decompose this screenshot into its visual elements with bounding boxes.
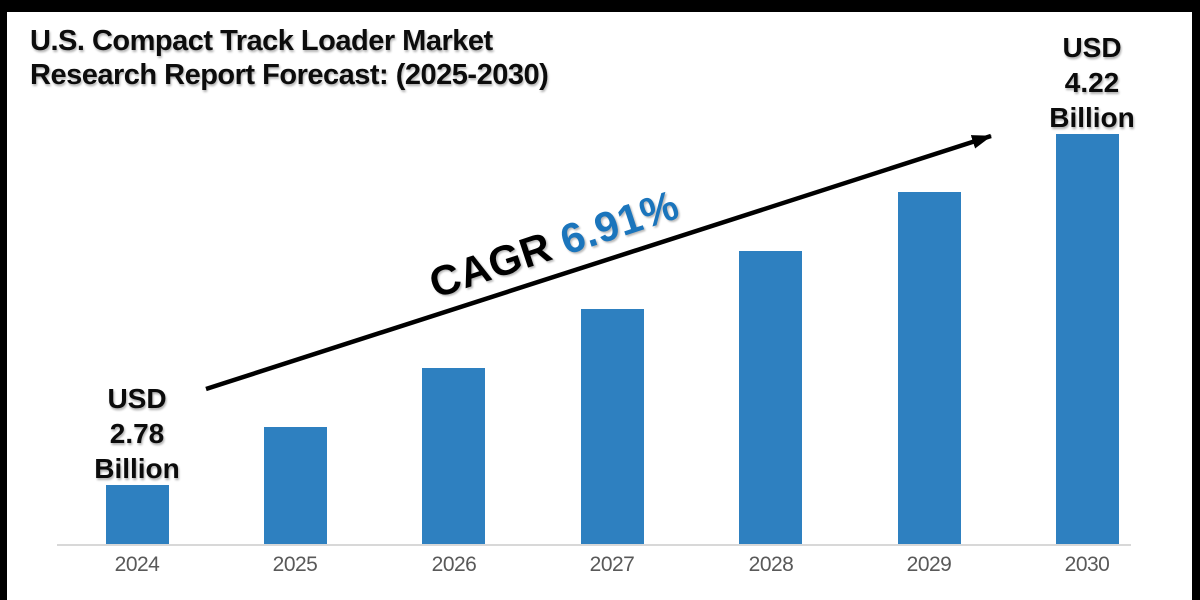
x-tick-label-2025: 2025 [272,553,318,576]
bar-2027 [581,309,644,544]
bar-2024 [106,485,169,544]
start-value-callout: USD 2.78 Billion [52,381,222,486]
end-callout-line2: 4.22 [1064,67,1120,98]
end-callout-line1: USD [1062,32,1122,63]
frame-top-bar [0,0,1200,12]
bar-2029 [898,192,961,544]
frame-left-bar [0,0,7,600]
x-tick-label-2027: 2027 [589,553,635,576]
x-tick-label-2029: 2029 [906,553,952,576]
chart-title-line2: Research Report Forecast: (2025-2030) [30,59,549,91]
bar-2030 [1056,134,1119,544]
start-callout-line3: Billion [94,453,180,484]
frame-right-bar [1192,0,1200,600]
x-tick-label-2030: 2030 [1064,553,1110,576]
start-callout-line1: USD [107,383,167,414]
x-tick-label-2024: 2024 [114,553,160,576]
x-tick-label-2028: 2028 [748,553,794,576]
x-tick-label-2026: 2026 [431,553,477,576]
bar-2025 [264,427,327,544]
end-callout-line3: Billion [1049,102,1135,133]
x-axis-line [57,544,1131,546]
end-value-callout: USD 4.22 Billion [1007,30,1177,135]
start-callout-line2: 2.78 [109,418,165,449]
bar-2026 [422,368,485,544]
chart-title: U.S. Compact Track Loader Market Researc… [30,24,549,92]
chart-title-line1: U.S. Compact Track Loader Market [30,25,493,57]
bar-2028 [739,251,802,544]
trend-arrow-line [205,133,992,392]
